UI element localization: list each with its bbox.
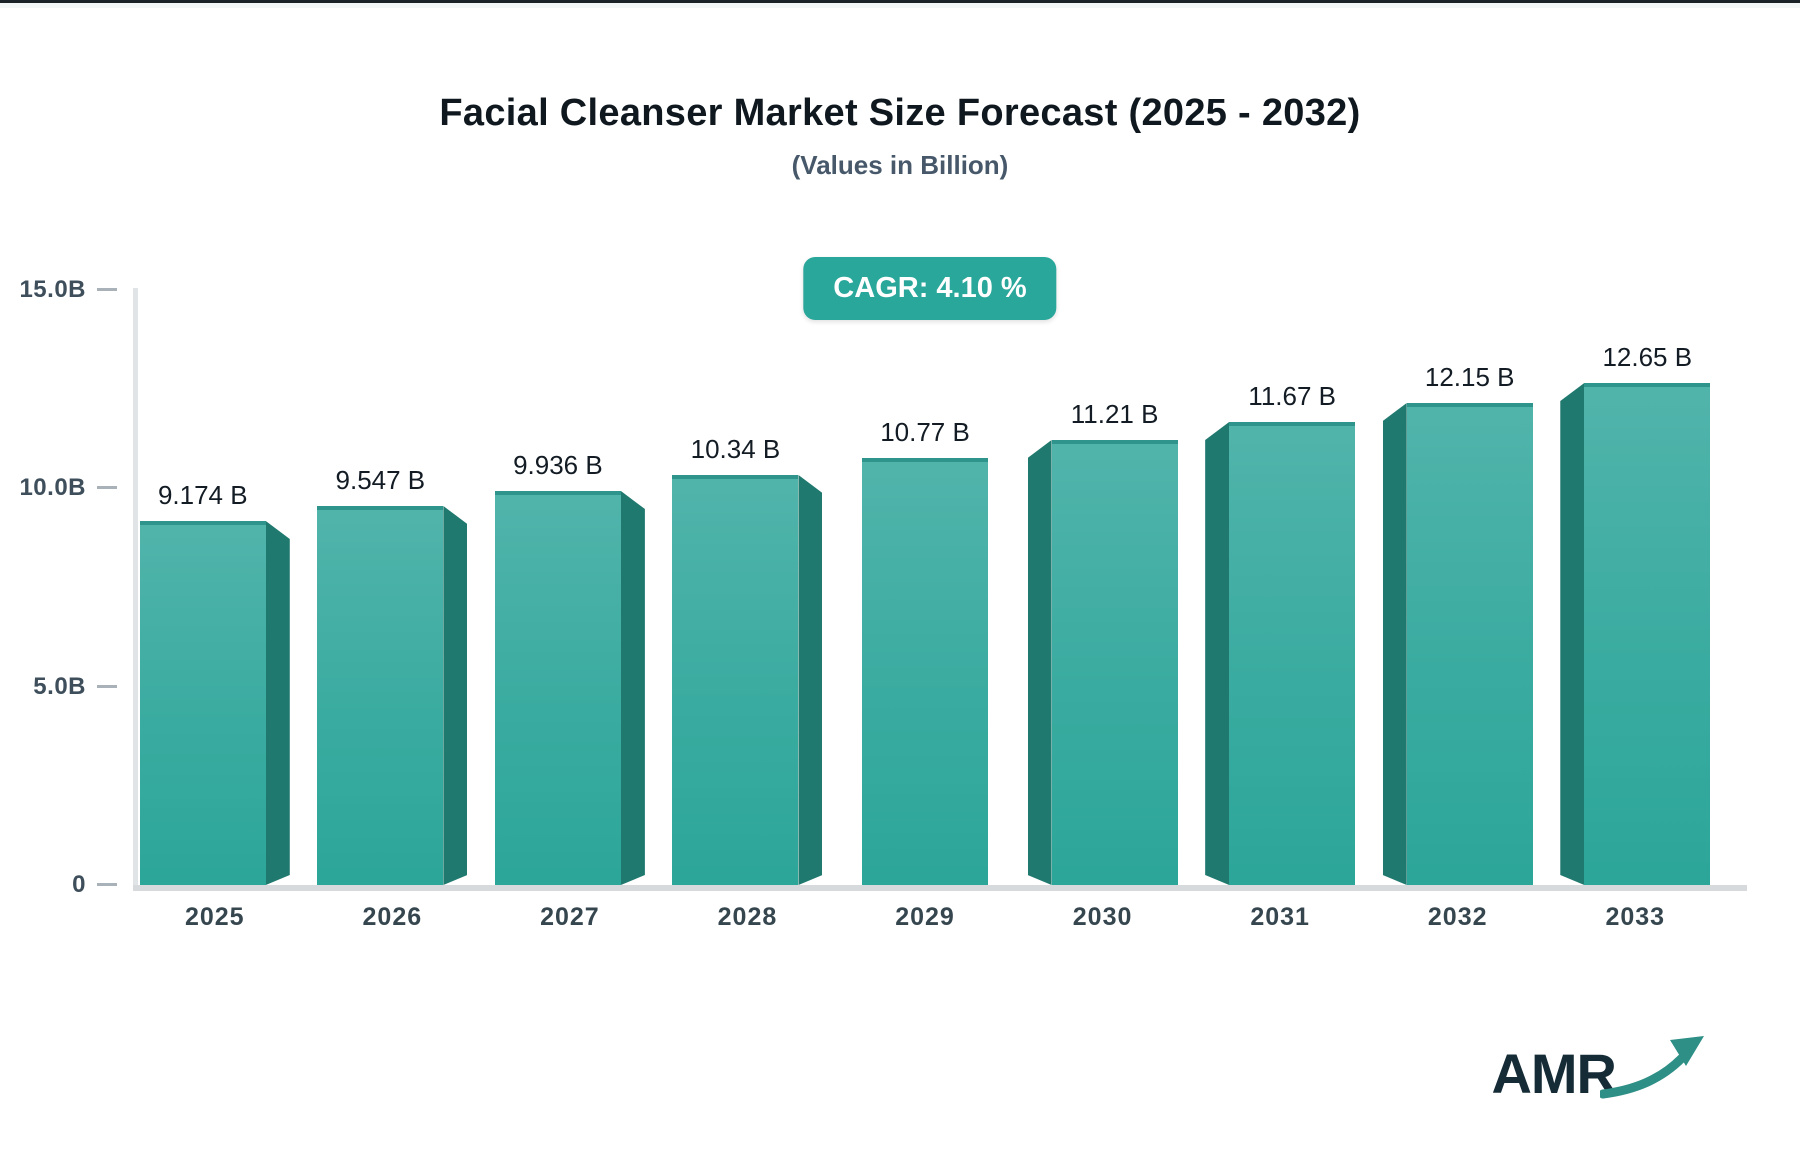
bar-value-label: 11.67 B — [1248, 381, 1336, 411]
bar-slot: 9.547 B — [304, 290, 482, 885]
bar-value-label: 9.547 B — [335, 465, 426, 495]
bar-side-face — [621, 491, 645, 885]
bar: 9.936 B — [494, 450, 645, 885]
y-tick-label: 0 — [72, 871, 86, 898]
bar: 12.65 B — [1560, 342, 1711, 885]
bar-value-label: 10.77 B — [880, 417, 970, 447]
bar-side-face — [798, 475, 822, 885]
top-edge-line — [0, 0, 1800, 3]
bar-face — [1406, 403, 1533, 885]
bar-face — [139, 521, 266, 885]
x-tick-label: 2032 — [1427, 903, 1488, 931]
bar-slot: 9.174 B — [126, 290, 304, 885]
x-axis-labels: 2025 2026 2027 2028 2029 2030 2031 2032 2033 — [126, 903, 1724, 932]
x-tick-label: 2027 — [540, 903, 600, 931]
x-tick-label: 2028 — [717, 903, 778, 931]
bar-slot: 12.15 B — [1369, 290, 1547, 885]
x-tick-label: 2031 — [1250, 903, 1310, 931]
x-tick-label: 2025 — [184, 903, 245, 931]
plot-area: 9.174 B 9.547 B 9.936 B 10.34 B 10.77 B 11.21… — [126, 290, 1724, 885]
bar: 10.34 B — [672, 434, 822, 885]
bar-face — [862, 458, 989, 885]
bar-value-label: 12.15 B — [1424, 362, 1515, 392]
y-axis-line — [133, 288, 138, 888]
growth-arrow-icon — [1600, 1035, 1704, 1098]
x-tick-label: 2030 — [1072, 903, 1133, 931]
y-tick-label: 15.0B — [19, 276, 86, 303]
bar: 10.77 B — [862, 417, 989, 885]
x-tick-label: 2029 — [895, 903, 955, 931]
bar-side-face — [1383, 403, 1407, 885]
chart-title: Facial Cleanser Market Size Forecast (20… — [439, 92, 1361, 134]
chart-subtitle: (Values in Billion) — [791, 150, 1009, 180]
bar-side-face — [1205, 422, 1229, 885]
bar: 11.21 B — [1028, 399, 1178, 885]
bar-slot: 9.936 B — [481, 290, 659, 885]
bar-face — [1051, 440, 1178, 885]
y-tick-dash — [97, 288, 117, 291]
bar-value-label: 12.65 B — [1602, 342, 1693, 372]
x-axis-line — [133, 885, 1747, 891]
bar-slot: 12.65 B — [1547, 290, 1725, 885]
bar: 12.15 B — [1383, 362, 1533, 885]
y-tick-dash — [97, 684, 117, 688]
bar-value-label: 9.936 B — [513, 450, 603, 480]
bar-face — [1584, 383, 1711, 885]
bar-side-face — [1560, 383, 1584, 885]
y-tick-label: 10.0B — [19, 474, 86, 502]
bar-face — [317, 506, 444, 885]
bar-face — [1229, 422, 1356, 885]
bar-slot: 10.34 B — [659, 290, 837, 885]
amr-logo-text: AMR — [1491, 1042, 1617, 1105]
bar: 11.67 B — [1205, 381, 1356, 885]
amr-logo: AMR — [1491, 1035, 1708, 1106]
bar-face — [672, 475, 799, 885]
bar-value-label: 9.174 B — [157, 480, 248, 510]
bar: 9.547 B — [317, 465, 467, 885]
bar-face — [494, 491, 621, 885]
y-tick-dash — [97, 883, 117, 886]
top-strip — [0, 3, 1800, 8]
y-tick-label: 5.0B — [33, 672, 86, 700]
x-tick-label: 2033 — [1605, 903, 1666, 931]
bar-slot: 10.77 B — [836, 290, 1014, 885]
bar-side-face — [1028, 440, 1052, 885]
bar-value-label: 10.34 B — [690, 434, 781, 464]
bar-side-face — [443, 506, 467, 885]
x-tick-label: 2026 — [362, 903, 423, 931]
bar-value-label: 11.21 B — [1070, 399, 1159, 429]
bar-slot: 11.21 B — [1014, 290, 1192, 885]
bar-side-face — [266, 521, 290, 885]
y-tick-dash — [97, 486, 117, 490]
cagr-badge: CAGR: 4.10 % — [803, 257, 1057, 320]
bar-slot: 11.67 B — [1191, 290, 1369, 885]
bar: 9.174 B — [139, 480, 290, 885]
